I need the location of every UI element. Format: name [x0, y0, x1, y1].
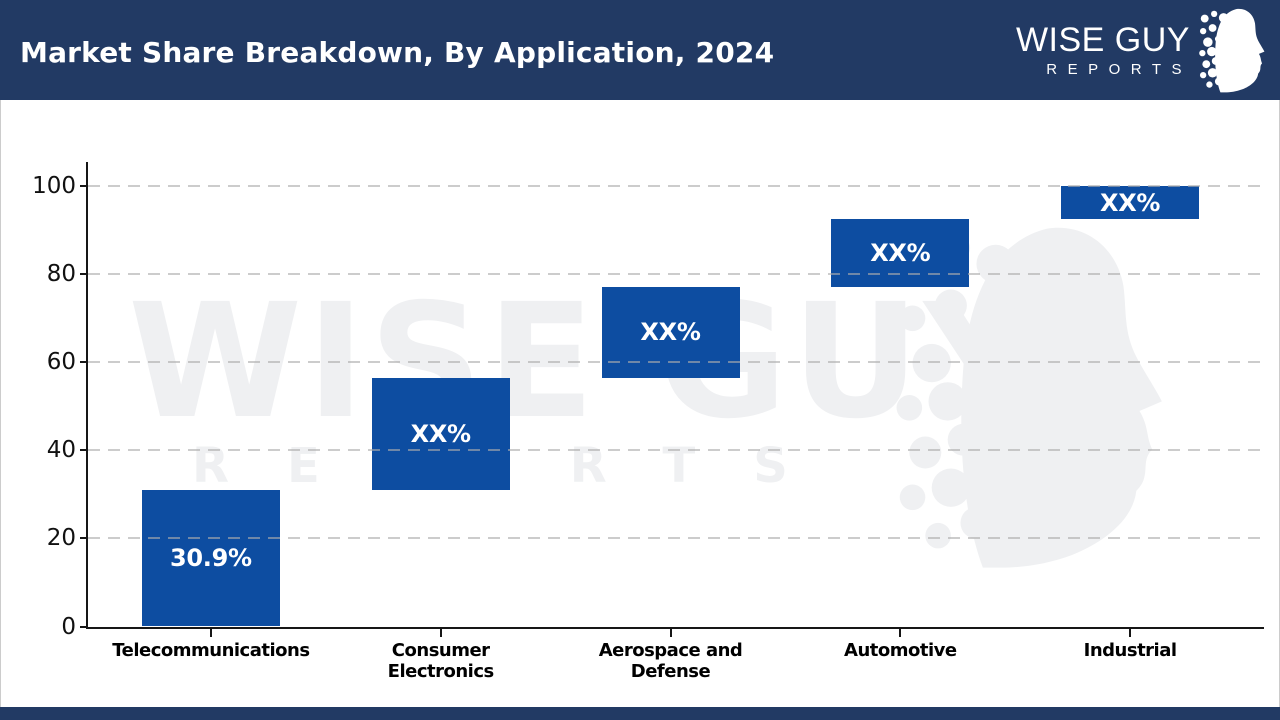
bar-value-label-consumer: XX%	[410, 419, 471, 448]
bar-aerospace-and: XX%	[601, 287, 740, 378]
bar-automotive: XX%	[831, 219, 970, 288]
chart-title: Market Share Breakdown, By Application, …	[20, 36, 775, 69]
footer-strip	[0, 707, 1280, 720]
bar-consumer: XX%	[371, 377, 510, 491]
y-tick-20	[80, 537, 88, 540]
x-tick-consumer	[439, 629, 442, 637]
gridline-100	[88, 185, 1264, 187]
bar-value-label-industrial: XX%	[1100, 188, 1161, 217]
y-axis	[85, 162, 88, 629]
gridline-40	[88, 449, 1264, 452]
y-tick-label-60: 60	[46, 349, 76, 376]
x-tick-industrial	[1129, 629, 1132, 637]
bar-telecommunications: 30.9%	[141, 490, 280, 627]
x-category-label-telecommunications: Telecommunications	[112, 640, 310, 661]
y-tick-100	[80, 185, 88, 187]
x-tick-automotive	[899, 629, 902, 637]
logo-face-icon	[1196, 6, 1270, 94]
bar-value-label-aerospace-and: XX%	[640, 318, 701, 347]
y-tick-0	[80, 625, 88, 628]
logo-wiseguy-text: WISE GUY	[1015, 21, 1190, 59]
logo-reports-text: REPORTS	[1046, 61, 1192, 78]
y-tick-label-20: 20	[46, 525, 76, 552]
bar-industrial: XX%	[1061, 186, 1200, 220]
x-category-label-automotive: Automotive	[844, 640, 957, 661]
gridline-20	[88, 537, 1264, 540]
x-category-label-consumer: Consumer Electronics	[387, 640, 495, 682]
x-axis	[85, 626, 1264, 629]
y-tick-label-80: 80	[46, 261, 76, 288]
y-tick-label-100: 100	[32, 173, 76, 199]
x-category-label-aerospace-and: Aerospace and Defense	[598, 640, 743, 682]
y-tick-label-0: 0	[61, 613, 76, 640]
y-tick-40	[80, 449, 88, 452]
x-tick-telecommunications	[209, 629, 212, 637]
y-tick-60	[80, 361, 88, 364]
header: Market Share Breakdown, By Application, …	[0, 0, 1280, 100]
x-category-label-industrial: Industrial	[1083, 640, 1177, 661]
gridline-80	[88, 273, 1264, 276]
y-tick-label-40: 40	[46, 437, 76, 464]
x-tick-aerospace-and	[669, 629, 672, 637]
bar-value-label-telecommunications: 30.9%	[170, 544, 252, 573]
left-border	[0, 100, 1, 707]
gridline-60	[88, 361, 1264, 364]
bar-value-label-automotive: XX%	[870, 239, 931, 268]
y-tick-80	[80, 273, 88, 276]
